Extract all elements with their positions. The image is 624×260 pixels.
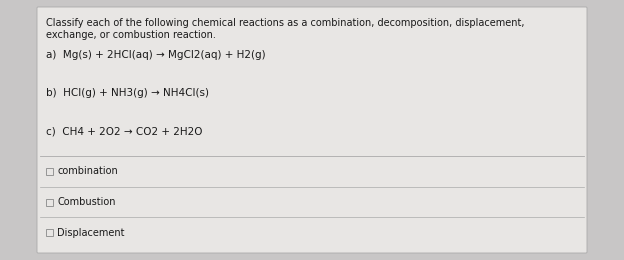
Text: a)  Mg(s) + 2HCl(aq) → MgCl2(aq) + H2(g): a) Mg(s) + 2HCl(aq) → MgCl2(aq) + H2(g) (46, 50, 266, 60)
Text: Combustion: Combustion (57, 197, 115, 207)
Bar (46, 229, 53, 236)
Bar (46, 198, 53, 205)
Text: combination: combination (57, 166, 118, 176)
Text: Displacement: Displacement (57, 228, 125, 238)
FancyBboxPatch shape (37, 7, 587, 253)
Bar (46, 168, 53, 175)
Text: c)  CH4 + 2O2 → CO2 + 2H2O: c) CH4 + 2O2 → CO2 + 2H2O (46, 126, 203, 136)
Text: b)  HCl(g) + NH3(g) → NH4Cl(s): b) HCl(g) + NH3(g) → NH4Cl(s) (46, 88, 209, 98)
Text: exchange, or combustion reaction.: exchange, or combustion reaction. (46, 30, 216, 40)
Text: Classify each of the following chemical reactions as a combination, decompositio: Classify each of the following chemical … (46, 18, 525, 28)
